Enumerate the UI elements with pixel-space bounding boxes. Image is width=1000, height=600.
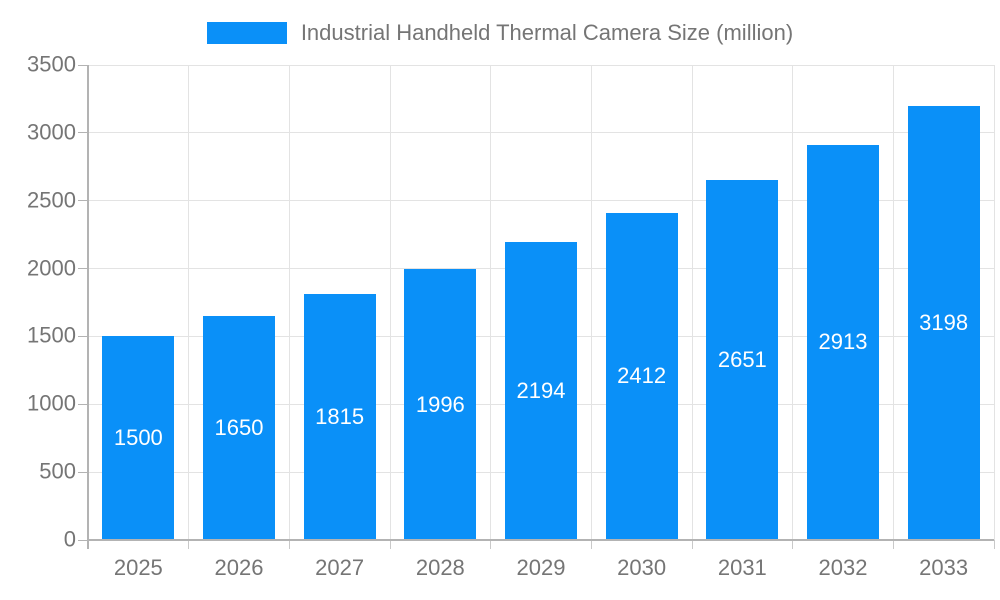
- legend-title: Industrial Handheld Thermal Camera Size …: [300, 20, 794, 45]
- y-axis-tick-label: 3000: [27, 119, 76, 145]
- v-gridline: [288, 65, 290, 540]
- x-axis-tick-label: 2030: [617, 555, 667, 580]
- bar: 2194: [505, 242, 577, 540]
- bar: 2651: [706, 180, 779, 540]
- y-axis-tick-label: 500: [39, 458, 76, 484]
- x-axis-tick-label: 2031: [717, 555, 767, 580]
- x-axis-line: [87, 539, 994, 541]
- x-axis-tick: [389, 540, 391, 549]
- y-axis-tick: [78, 335, 88, 337]
- y-axis-tick: [78, 132, 88, 134]
- x-axis-tick-label: 2027: [315, 555, 365, 580]
- v-gridline: [490, 65, 492, 540]
- x-axis-tick: [993, 540, 995, 549]
- y-axis-tick: [78, 539, 88, 541]
- y-axis-tick: [78, 268, 88, 270]
- bar-value-label: 2412: [617, 363, 667, 389]
- x-axis-tick-label: 2029: [516, 555, 566, 580]
- y-axis-tick: [78, 471, 88, 473]
- y-axis-tick-label: 0: [63, 526, 76, 552]
- h-gridline: [88, 132, 994, 134]
- v-gridline: [993, 65, 995, 540]
- bar: 1650: [203, 316, 275, 540]
- y-axis-tick-label: 2000: [27, 255, 76, 281]
- x-axis-tick-label: 2025: [113, 555, 163, 580]
- x-axis-tick: [490, 540, 492, 549]
- chart-legend[interactable]: Industrial Handheld Thermal Camera Size …: [0, 20, 1000, 46]
- h-gridline: [88, 64, 994, 66]
- bar-value-label: 3198: [919, 309, 969, 335]
- y-axis-tick-label: 3500: [27, 51, 76, 77]
- y-axis-tick-label: 1500: [27, 322, 76, 348]
- bar-value-label: 1650: [214, 415, 264, 441]
- bar: 1996: [404, 269, 477, 540]
- bar-value-label: 2194: [516, 378, 566, 404]
- x-axis-tick: [188, 540, 190, 549]
- bar: 2412: [605, 212, 678, 540]
- x-axis-tick-label: 2026: [214, 555, 264, 580]
- bar: 3198: [907, 105, 980, 540]
- x-axis-tick: [288, 540, 290, 549]
- x-axis-tick-label: 2033: [919, 555, 969, 580]
- h-gridline: [88, 200, 994, 202]
- x-axis-tick: [691, 540, 693, 549]
- y-axis-tick-label: 1000: [27, 390, 76, 416]
- bar-value-label: 1815: [315, 403, 365, 429]
- x-axis-tick: [892, 540, 894, 549]
- bar-value-label: 1996: [415, 391, 465, 417]
- bar: 1500: [102, 336, 175, 540]
- bar-value-label: 1500: [113, 425, 163, 451]
- y-axis-tick: [78, 200, 88, 202]
- y-axis-tick: [78, 64, 88, 66]
- x-axis-tick: [590, 540, 592, 549]
- bar: 2913: [807, 144, 879, 540]
- v-gridline: [590, 65, 592, 540]
- x-axis-tick-label: 2028: [415, 555, 465, 580]
- bar: 1815: [303, 293, 376, 540]
- legend-swatch: [206, 22, 287, 44]
- y-axis-line: [87, 65, 89, 549]
- y-axis-tick-label: 2500: [27, 187, 76, 213]
- x-axis-tick: [792, 540, 794, 549]
- v-gridline: [188, 65, 190, 540]
- v-gridline: [389, 65, 391, 540]
- bar-value-label: 2651: [717, 347, 767, 373]
- v-gridline: [691, 65, 693, 540]
- v-gridline: [792, 65, 794, 540]
- y-axis-tick: [78, 403, 88, 405]
- bar-value-label: 2913: [818, 329, 868, 355]
- x-axis-tick-label: 2032: [818, 555, 868, 580]
- v-gridline: [892, 65, 894, 540]
